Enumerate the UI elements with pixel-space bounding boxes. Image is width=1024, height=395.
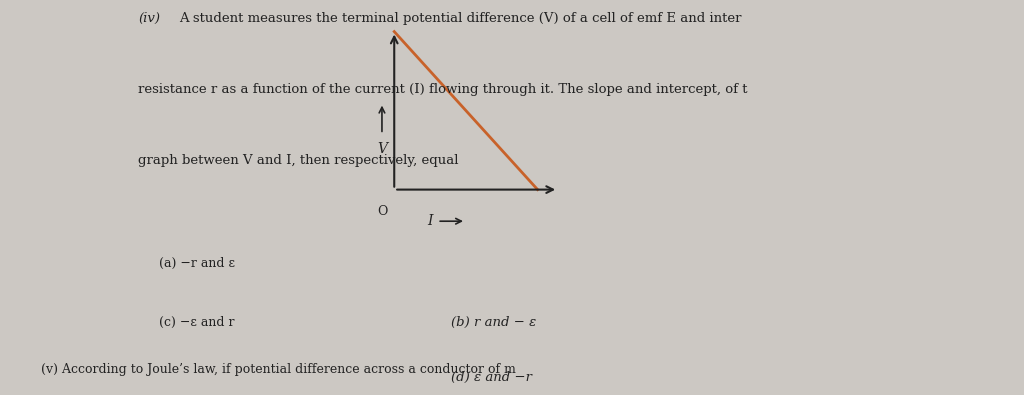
Text: (d) ε and −r: (d) ε and −r	[451, 371, 531, 384]
Text: (v) According to Joule’s law, if potential difference across a conductor of m: (v) According to Joule’s law, if potenti…	[41, 363, 516, 376]
Text: (iv): (iv)	[138, 12, 160, 25]
Text: (a) −r and ε: (a) −r and ε	[159, 257, 234, 270]
Text: (c) −ε and r: (c) −ε and r	[159, 316, 234, 329]
Text: graph between V and I, then respectively, equal: graph between V and I, then respectively…	[138, 154, 459, 167]
Text: A student measures the terminal potential difference (V) of a cell of emf E and : A student measures the terminal potentia…	[179, 12, 741, 25]
Text: I: I	[427, 214, 433, 228]
Text: V: V	[377, 142, 387, 156]
Text: resistance r as a function of the current (I) flowing through it. The slope and : resistance r as a function of the curren…	[138, 83, 748, 96]
Text: (b) r and − ε: (b) r and − ε	[451, 316, 536, 329]
Text: O: O	[377, 205, 387, 218]
